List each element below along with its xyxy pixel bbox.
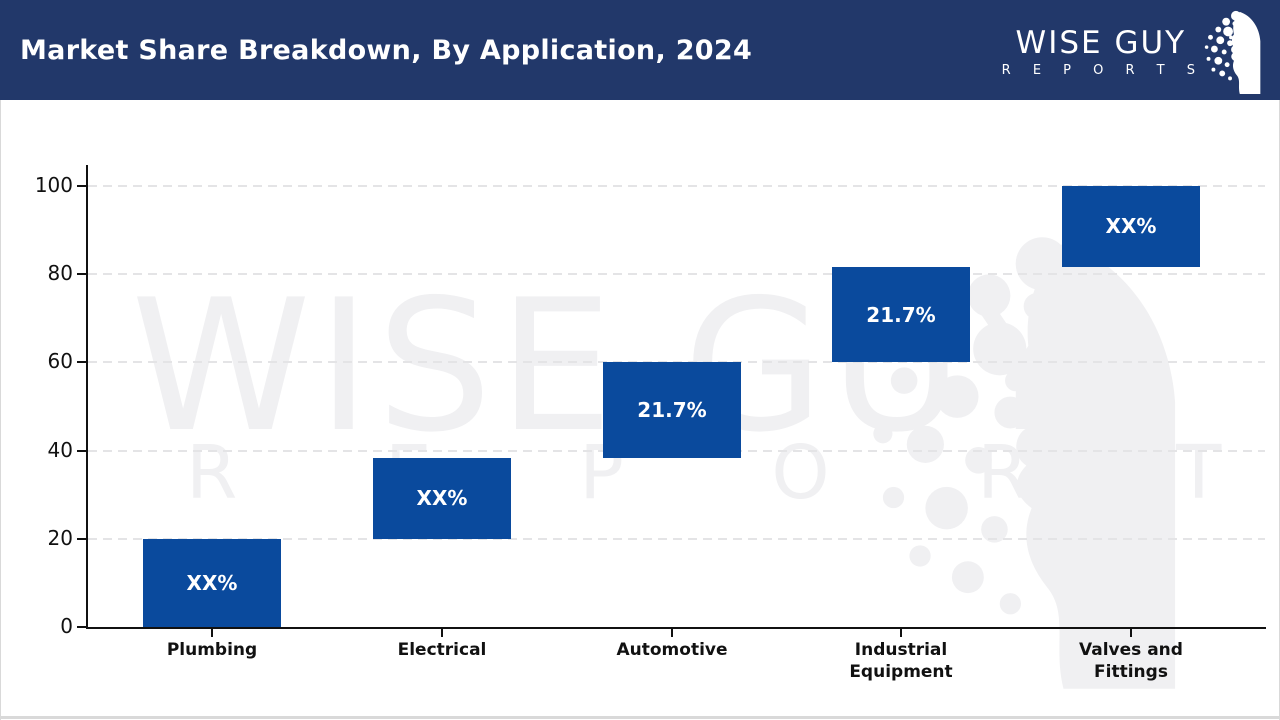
chart-canvas: WISE GUY R E P O R T S 020406080100XX%XX…	[0, 100, 1280, 720]
wise-guy-logo: WISE GUY R E P O R T S	[998, 6, 1266, 96]
y-tick-mark	[77, 185, 86, 187]
y-tick-mark	[77, 626, 86, 628]
bar-plumbing: XX%	[143, 538, 281, 627]
bar-automotive: 21.7%	[603, 362, 741, 459]
x-tick-label-1: Plumbing	[166, 640, 258, 660]
x-tick-label-3: Automotive	[616, 640, 728, 660]
bar-value-label: XX%	[1105, 214, 1157, 239]
x-tick-mark	[900, 629, 902, 637]
chart-title: Market Share Breakdown, By Application, …	[20, 34, 753, 66]
bar-value-label: XX%	[416, 486, 468, 511]
y-tick-label: 40	[47, 437, 73, 462]
gridline-20	[88, 537, 1265, 540]
y-tick-label: 80	[47, 261, 73, 286]
logo-wordmark: WISE GUY	[1015, 24, 1187, 61]
y-tick-mark	[77, 537, 86, 540]
bar-value-label: XX%	[186, 570, 238, 595]
header-bar: Market Share Breakdown, By Application, …	[0, 0, 1280, 100]
x-tick-mark	[671, 629, 673, 637]
gridline-100	[88, 185, 1265, 187]
logo-face-icon	[1204, 10, 1261, 94]
logo-text: WISE GUY R E P O R T S	[998, 25, 1204, 78]
bar-value-label: 21.7%	[637, 398, 707, 423]
y-tick-mark	[77, 273, 86, 276]
y-tick-label: 60	[47, 349, 73, 374]
x-tick-mark	[211, 629, 213, 637]
y-axis-line	[86, 165, 88, 629]
y-tick-mark	[77, 449, 86, 452]
x-tick-mark	[441, 629, 443, 637]
bar-valves-and-fittings: XX%	[1062, 186, 1200, 267]
bar-electrical: XX%	[373, 458, 511, 539]
bar-industrial-equipment: 21.7%	[832, 266, 970, 363]
x-tick-mark	[1130, 629, 1132, 637]
x-tick-label-4: Industrial Equipment	[849, 640, 953, 683]
x-axis-line	[86, 627, 1266, 629]
x-tick-label-2: Electrical	[397, 640, 487, 660]
logo-subtitle: R E P O R T S	[1001, 62, 1204, 78]
y-tick-mark	[77, 361, 86, 364]
x-tick-label-5: Valves and Fittings	[1079, 640, 1183, 683]
y-tick-label: 20	[47, 525, 73, 550]
bar-value-label: 21.7%	[866, 302, 936, 327]
gridline-80	[88, 273, 1265, 276]
y-tick-label: 100	[34, 173, 73, 197]
bottom-border	[0, 716, 1280, 719]
y-tick-label: 0	[60, 614, 73, 638]
